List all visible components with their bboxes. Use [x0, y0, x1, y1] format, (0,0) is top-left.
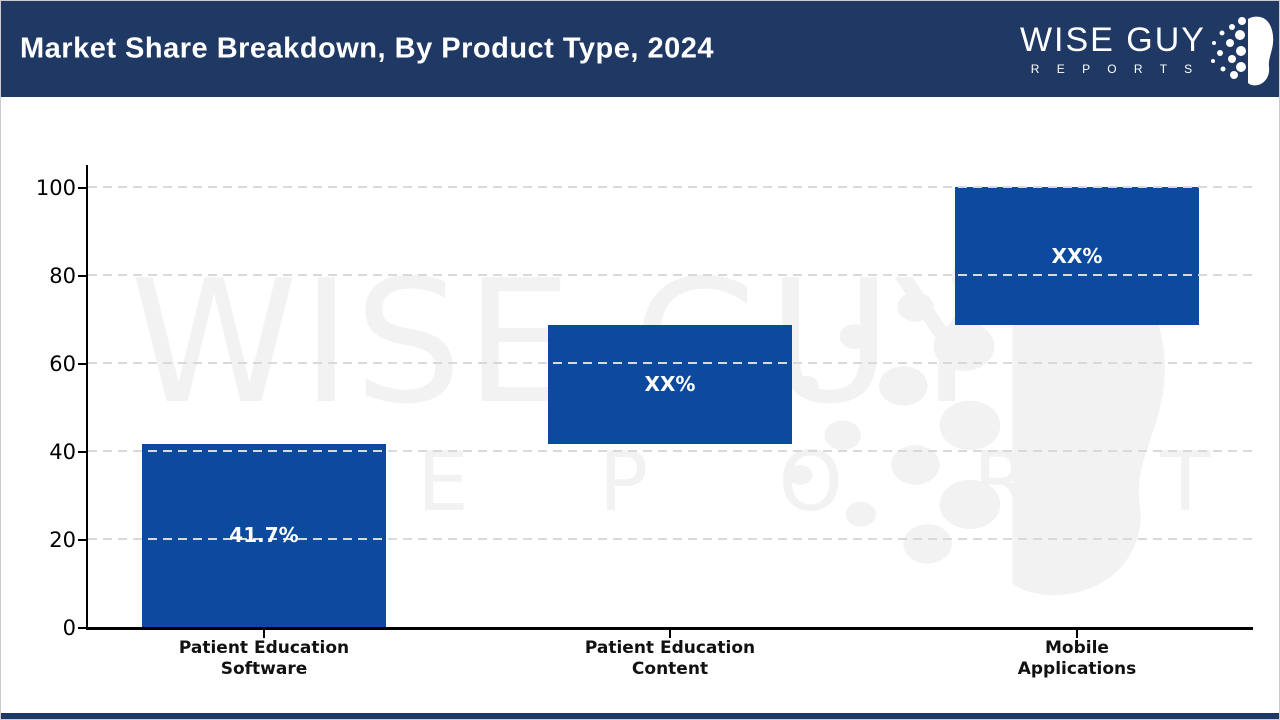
logo-subtitle: R E P O R T S	[1030, 61, 1200, 76]
y-axis-line	[86, 165, 88, 630]
bar	[548, 325, 792, 444]
y-tick-mark	[78, 275, 86, 277]
y-tick-label: 80	[49, 264, 76, 288]
category-label-line: Content	[631, 659, 709, 679]
chart-title: Market Share Breakdown, By Product Type,…	[20, 32, 715, 64]
x-tick-mark	[1076, 630, 1078, 638]
gridline	[88, 362, 1253, 364]
category-label-line: Applications	[1017, 659, 1137, 679]
gridline	[88, 186, 1253, 188]
bar-value-label: XX%	[644, 372, 696, 397]
x-tick-mark	[263, 630, 265, 638]
footer-bar	[0, 713, 1280, 720]
watermark-subtitle: R E P O R T S	[230, 435, 1280, 530]
category-label-line: Mobile	[1045, 638, 1109, 658]
gridline	[88, 538, 1253, 540]
bar	[142, 443, 386, 627]
y-tick-mark	[78, 363, 86, 365]
category-label-line: Software	[220, 659, 308, 679]
y-tick-label: 40	[49, 440, 76, 464]
y-tick-label: 60	[49, 352, 76, 376]
gridline	[88, 274, 1253, 276]
category-label: Mobile Applications	[927, 638, 1227, 680]
category-label: Patient Education Software	[114, 638, 414, 680]
wise-guy-reports-logo: WISE GUY R E P O R T S	[1020, 5, 1274, 93]
bar-value-label: XX%	[1051, 244, 1103, 269]
y-tick-label: 100	[35, 176, 76, 200]
y-tick-mark	[78, 187, 86, 189]
category-label-line: Patient Education	[178, 638, 350, 658]
gridline	[88, 450, 1253, 452]
header-bar: Market Share Breakdown, By Product Type,…	[0, 0, 1280, 97]
y-tick-label: 0	[62, 616, 76, 640]
x-tick-mark	[669, 630, 671, 638]
bar-value-label: 41.7%	[229, 523, 299, 548]
y-tick-mark	[78, 451, 86, 453]
category-label: Patient Education Content	[520, 638, 820, 680]
y-tick-mark	[78, 539, 86, 541]
logo-face-icon	[1211, 16, 1274, 86]
x-axis-line	[86, 627, 1253, 630]
logo-text: WISE GUY R E P O R T S	[1020, 23, 1206, 76]
category-label-line: Patient Education	[584, 638, 756, 658]
logo-wordmark: WISE GUY	[1019, 20, 1206, 59]
y-tick-label: 20	[49, 528, 76, 552]
y-tick-mark	[78, 627, 86, 629]
